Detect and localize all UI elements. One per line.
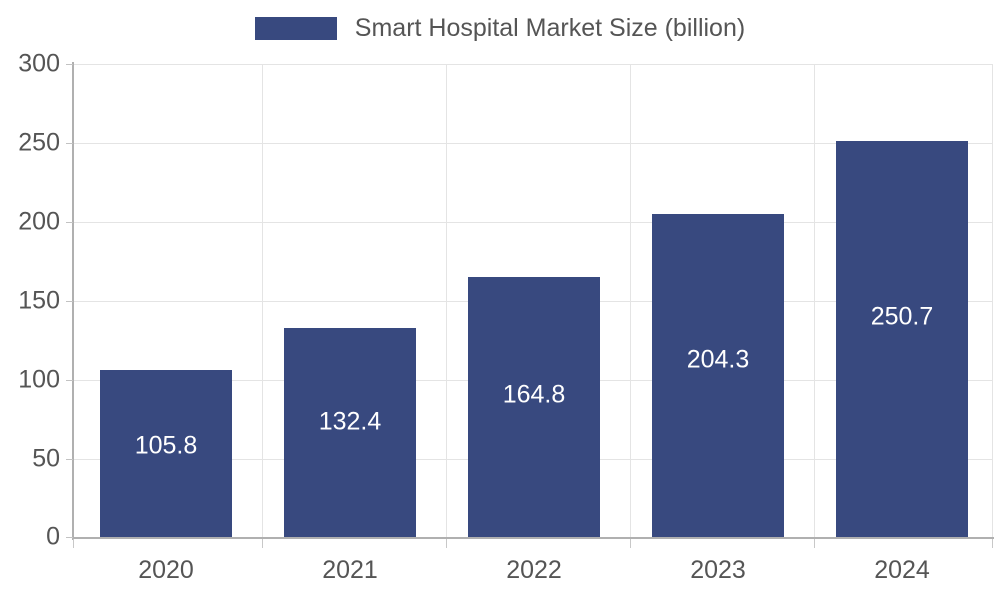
y-tick-label-150: 150 xyxy=(18,286,60,315)
y-axis-line xyxy=(72,62,74,540)
y-tick-label-200: 200 xyxy=(18,207,60,236)
y-tick-mark-250 xyxy=(66,143,73,144)
x-tick-mark-2 xyxy=(446,539,447,548)
gridline-vertical-4 xyxy=(814,64,815,538)
y-tick-label-50: 50 xyxy=(32,444,60,473)
gridline-horizontal-250 xyxy=(73,143,993,144)
x-tick-mark-3 xyxy=(630,539,631,548)
x-tick-mark-0 xyxy=(73,539,74,548)
x-tick-label-2024: 2024 xyxy=(874,556,930,584)
y-tick-label-100: 100 xyxy=(18,365,60,394)
gridline-vertical-3 xyxy=(630,64,631,538)
y-tick-mark-100 xyxy=(66,380,73,381)
gridline-horizontal-200 xyxy=(73,222,993,223)
gridline-vertical-5 xyxy=(992,64,993,538)
bar-2022[interactable] xyxy=(468,277,600,537)
bar-value-2022: 164.8 xyxy=(502,380,566,409)
legend-swatch-icon xyxy=(254,16,337,40)
chart-legend: Smart Hospital Market Size (billion) xyxy=(0,0,1000,56)
y-tick-mark-0 xyxy=(66,537,73,538)
legend-item-smart-hospital-market-size[interactable]: Smart Hospital Market Size (billion) xyxy=(254,13,746,42)
y-tick-label-0: 0 xyxy=(46,522,60,551)
x-tick-label-2021: 2021 xyxy=(322,556,378,584)
bar-value-2023: 204.3 xyxy=(686,345,750,374)
bar-2024[interactable] xyxy=(836,141,968,537)
bar-value-2020: 105.8 xyxy=(134,431,198,460)
bar-value-2024: 250.7 xyxy=(870,302,934,331)
x-tick-label-2023: 2023 xyxy=(690,556,746,584)
y-tick-mark-150 xyxy=(66,301,73,302)
y-tick-label-300: 300 xyxy=(18,49,60,78)
y-tick-mark-300 xyxy=(66,64,73,65)
legend-item-label: Smart Hospital Market Size (billion) xyxy=(354,13,746,42)
bar-value-2021: 132.4 xyxy=(318,407,382,436)
bar-2021[interactable] xyxy=(284,328,416,537)
y-tick-mark-50 xyxy=(66,459,73,460)
x-tick-label-2020: 2020 xyxy=(138,556,194,584)
bar-2020[interactable] xyxy=(100,370,232,537)
x-axis-line xyxy=(72,537,994,539)
y-tick-label-250: 250 xyxy=(18,128,60,157)
x-tick-label-2022: 2022 xyxy=(506,556,562,584)
y-axis-ticks: 300 250 200 150 100 50 0 xyxy=(0,0,73,600)
gridline-vertical-2 xyxy=(446,64,447,538)
gridline-horizontal-300 xyxy=(73,64,993,65)
x-tick-mark-4 xyxy=(814,539,815,548)
x-tick-mark-1 xyxy=(262,539,263,548)
gridline-vertical-1 xyxy=(262,64,263,538)
y-tick-mark-200 xyxy=(66,222,73,223)
plot-area: 105.8 132.4 164.8 204.3 250.7 xyxy=(73,64,993,538)
x-tick-mark-5 xyxy=(992,539,993,548)
bar-2023[interactable] xyxy=(652,214,784,537)
